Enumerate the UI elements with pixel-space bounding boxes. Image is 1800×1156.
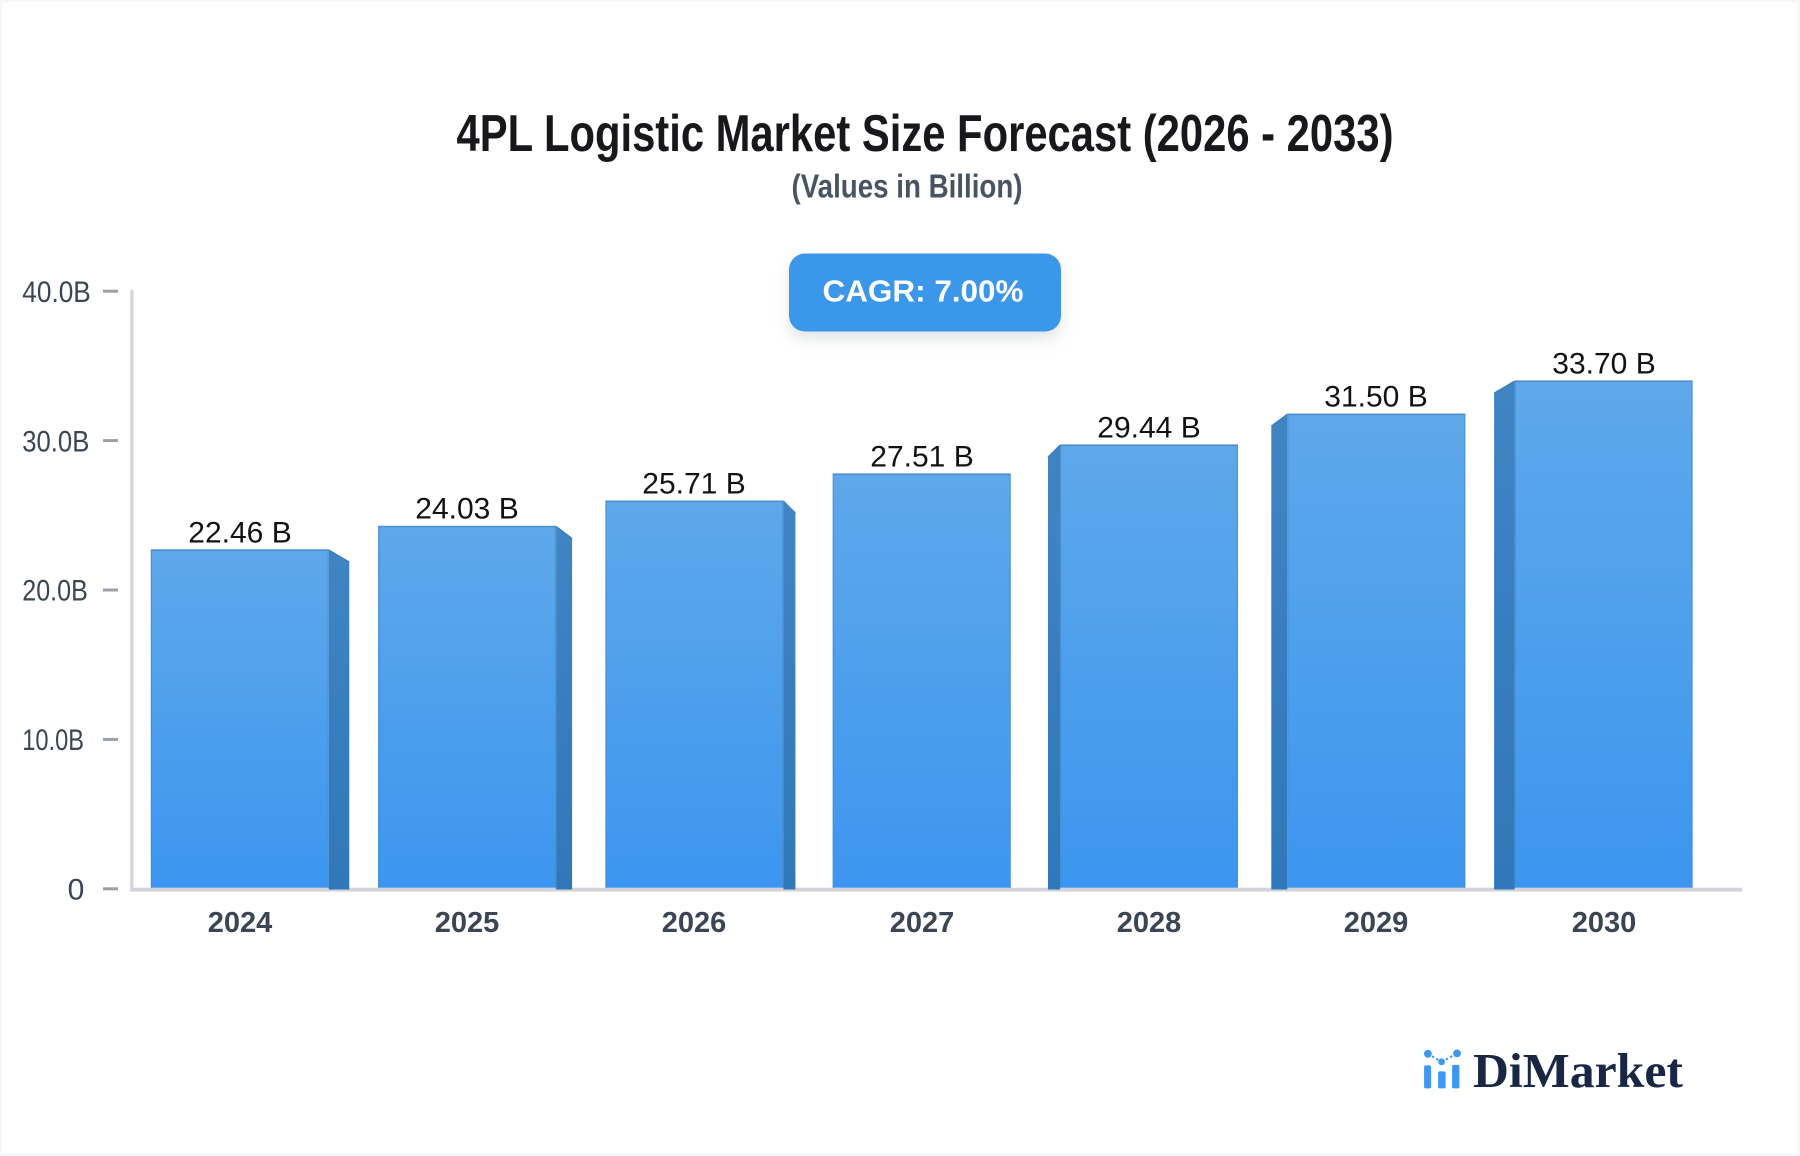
svg-text:40.0B: 40.0B <box>22 276 91 309</box>
svg-text:CAGR: 7.00%: CAGR: 7.00% <box>823 274 1024 309</box>
svg-text:2028: 2028 <box>1117 907 1182 939</box>
svg-text:2029: 2029 <box>1344 907 1409 939</box>
svg-text:10.0B: 10.0B <box>22 724 84 757</box>
svg-text:20.0B: 20.0B <box>22 575 88 608</box>
svg-text:2027: 2027 <box>890 907 955 939</box>
svg-text:25.71 B: 25.71 B <box>642 468 745 501</box>
svg-text:0: 0 <box>68 874 85 907</box>
svg-text:31.50 B: 31.50 B <box>1324 381 1427 414</box>
svg-text:2030: 2030 <box>1572 907 1637 939</box>
svg-text:27.51 B: 27.51 B <box>870 440 973 473</box>
svg-text:4PL Logistic Market Size Forec: 4PL Logistic Market Size Forecast (2026 … <box>457 105 1394 163</box>
svg-text:2026: 2026 <box>662 907 727 939</box>
svg-text:33.70 B: 33.70 B <box>1552 347 1655 380</box>
svg-text:DiMarket: DiMarket <box>1473 1043 1684 1098</box>
svg-text:2025: 2025 <box>435 907 500 939</box>
svg-text:29.44 B: 29.44 B <box>1097 411 1200 444</box>
svg-text:(Values in Billion): (Values in Billion) <box>792 168 1023 205</box>
svg-text:24.03 B: 24.03 B <box>415 493 518 526</box>
svg-text:22.46 B: 22.46 B <box>188 516 291 549</box>
svg-text:30.0B: 30.0B <box>22 425 89 458</box>
svg-text:2024: 2024 <box>208 907 273 939</box>
